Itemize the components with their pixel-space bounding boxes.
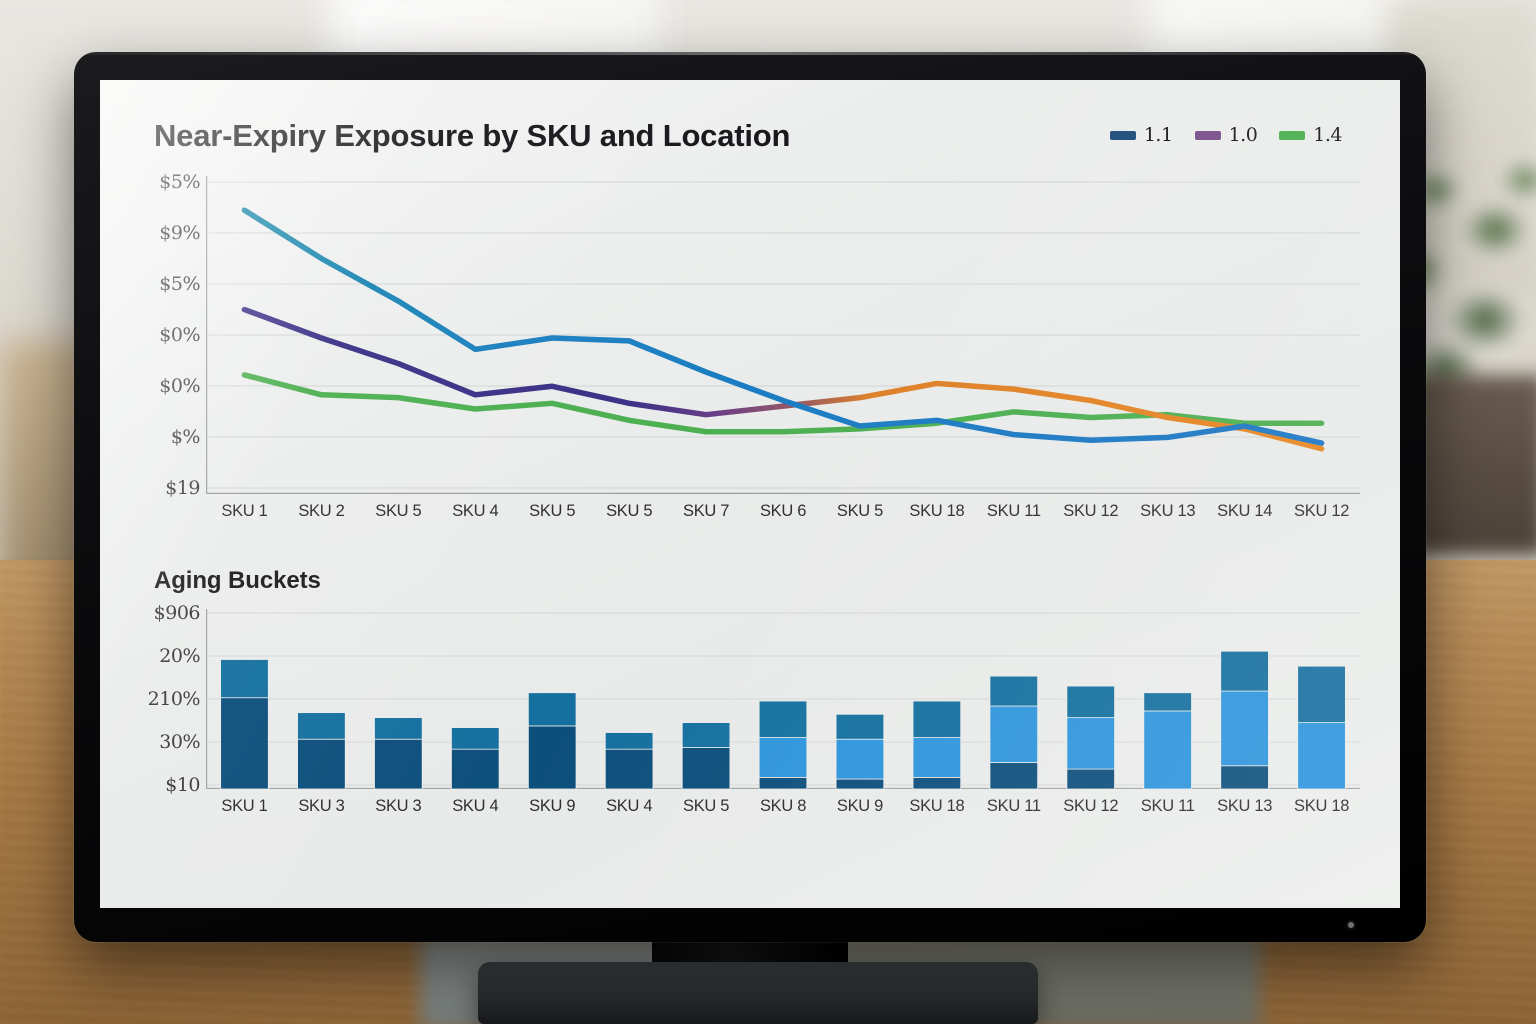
x-axis-tick-label: SKU 3 <box>375 797 422 815</box>
y-axis-tick-label: 30% <box>159 731 200 753</box>
x-axis-tick-label: SKU 12 <box>1294 502 1350 520</box>
x-axis-tick-label: SKU 6 <box>759 502 807 520</box>
x-axis-tick-label: SKU 12 <box>1063 502 1119 520</box>
y-axis-tick-label: $906 <box>153 602 201 624</box>
y-axis-tick-label: $5% <box>159 171 200 193</box>
legend-label: 1.4 <box>1313 124 1342 146</box>
legend-swatch-icon <box>1194 130 1221 140</box>
x-axis-tick-label: SKU 5 <box>529 502 576 520</box>
x-axis-tick-label: SKU 1 <box>221 502 268 520</box>
legend-item-0[interactable]: 1.1 <box>1109 124 1173 146</box>
bar-chart-panel: Aging Buckets $906 20% 210% 30% $10 SKU 1 SKU… <box>140 567 1360 816</box>
x-axis-tick-label: SKU 13 <box>1140 502 1196 520</box>
x-axis-tick-label: SKU 13 <box>1217 797 1273 815</box>
section-title: Aging Buckets <box>154 567 321 594</box>
chart-legend: 1.1 1.0 1.4 <box>1109 124 1342 146</box>
legend-label: 1.1 <box>1143 124 1173 146</box>
line-plot <box>206 176 1360 494</box>
power-indicator-icon <box>1348 922 1354 928</box>
x-axis-tick-label: SKU 4 <box>452 797 499 815</box>
line-chart-svg <box>206 176 1360 494</box>
y-axis-tick-label: $% <box>170 426 201 448</box>
y-axis-tick-label: $5% <box>159 273 200 295</box>
x-axis-tick-label: SKU 18 <box>909 502 965 520</box>
y-axis-tick-label: 210% <box>147 688 201 710</box>
legend-swatch-icon <box>1109 130 1136 140</box>
x-axis-tick-label: SKU 4 <box>452 502 499 520</box>
monitor-bezel: Near-Expiry Exposure by SKU and Location… <box>74 52 1426 942</box>
line-x-axis: SKU 1 SKU 2 SKU 5 SKU 4 SKU 5 SKU 5 SKU 7 SKU 6… <box>206 502 1360 521</box>
line-plot-area: $5% $9% $5% $0% $0% $% $19 <box>140 171 1360 499</box>
line-chart-panel: Near-Expiry Exposure by SKU and Location… <box>140 118 1360 521</box>
bar-y-axis: $906 20% 210% 30% $10 <box>140 602 206 796</box>
legend-item-1[interactable]: 1.0 <box>1194 124 1258 146</box>
legend-label: 1.0 <box>1228 124 1258 146</box>
x-axis-tick-label: SKU 9 <box>836 797 884 815</box>
x-axis-tick-label: SKU 11 <box>986 797 1041 815</box>
x-axis-tick-label: SKU 9 <box>529 797 576 815</box>
x-axis-tick-label: SKU 5 <box>683 797 730 815</box>
x-axis-tick-label: SKU 11 <box>986 502 1041 520</box>
dashboard: Near-Expiry Exposure by SKU and Location… <box>100 80 1400 908</box>
bar-chart-svg <box>206 609 1360 789</box>
bar-plot-area: $906 20% 210% 30% $10 <box>140 602 1360 796</box>
x-axis-tick-label: SKU 11 <box>1140 797 1195 815</box>
monitor-screen: Near-Expiry Exposure by SKU and Location… <box>100 80 1400 908</box>
bar-x-axis: SKU 1 SKU 3 SKU 3 SKU 4 SKU 9 SKU 4 SKU 5 SKU 8… <box>206 797 1360 816</box>
legend-item-2[interactable]: 1.4 <box>1279 124 1342 146</box>
x-axis-tick-label: SKU 3 <box>298 797 345 815</box>
x-axis-tick-label: SKU 7 <box>683 502 730 520</box>
y-axis-tick-label: $0% <box>159 324 200 346</box>
x-axis-tick-label: SKU 2 <box>298 502 345 520</box>
x-axis-tick-label: SKU 12 <box>1063 797 1119 815</box>
y-axis-tick-label: $19 <box>165 477 200 499</box>
y-axis-tick-label: $0% <box>159 375 200 397</box>
line-y-axis: $5% $9% $5% $0% $0% $% $19 <box>140 171 206 499</box>
x-axis-tick-label: SKU 5 <box>606 502 653 520</box>
x-axis-tick-label: SKU 18 <box>909 797 965 815</box>
x-axis-tick-label: SKU 5 <box>836 502 884 520</box>
legend-swatch-icon <box>1279 130 1306 140</box>
y-axis-tick-label: $10 <box>165 774 200 796</box>
bar-plot <box>206 609 1360 789</box>
x-axis-tick-label: SKU 18 <box>1294 797 1350 815</box>
x-axis-tick-label: SKU 8 <box>759 797 807 815</box>
x-axis-tick-label: SKU 1 <box>221 797 268 815</box>
x-axis-tick-label: SKU 5 <box>375 502 422 520</box>
x-axis-tick-label: SKU 14 <box>1217 502 1273 520</box>
monitor-stand-base <box>478 962 1038 1024</box>
y-axis-tick-label: $9% <box>159 222 200 244</box>
y-axis-tick-label: 20% <box>159 645 200 667</box>
x-axis-tick-label: SKU 4 <box>606 797 653 815</box>
